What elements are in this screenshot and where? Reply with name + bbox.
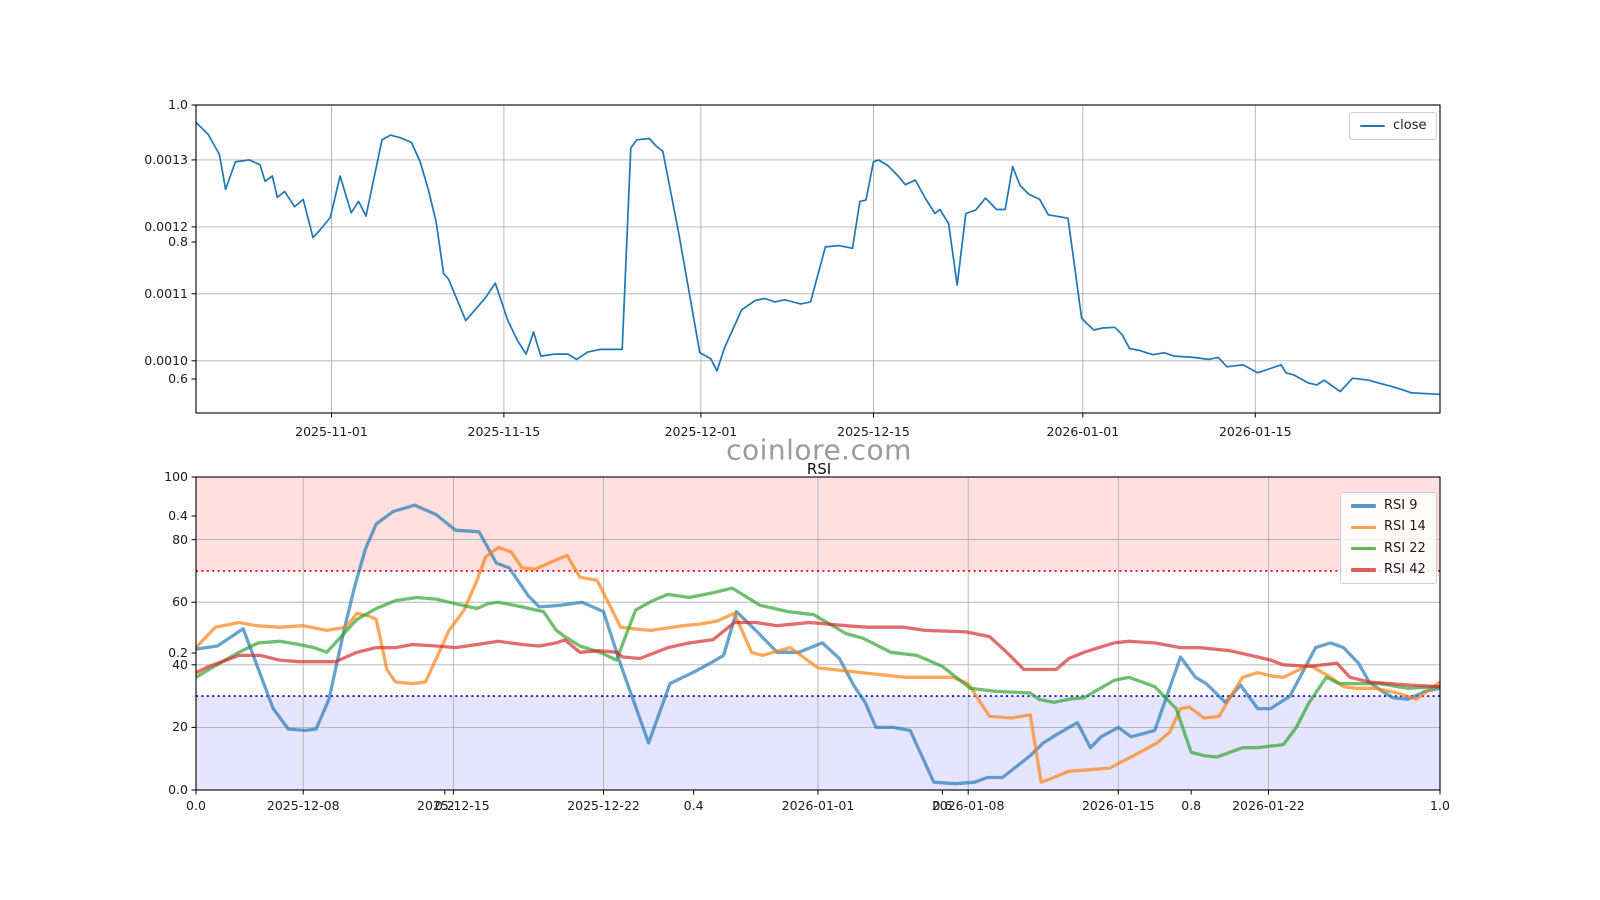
rsi-x-tick-label: 2026-01-15 <box>1081 797 1155 813</box>
legend-rsi-label-1: RSI 14 <box>1384 519 1426 535</box>
rsi-line-2 <box>195 586 1441 759</box>
overlay-y-tick-label: 0.0 <box>168 781 188 797</box>
overlay-x-tick-label: 0.0 <box>186 797 206 813</box>
price-x-tick-label: 2026-01-15 <box>1218 423 1292 439</box>
overlay-x-tick-label: 0.4 <box>683 797 704 813</box>
watermark: coinlore.com <box>726 433 912 467</box>
rsi-line-swatch-3 <box>1351 568 1376 572</box>
legend-rsi: RSI 9 RSI 14 RSI 22 RSI 42 <box>1340 492 1437 584</box>
overlay-y-tick-label: 1.0 <box>168 96 188 112</box>
overlay-x-tick-label: 0.8 <box>1181 797 1202 813</box>
price-y-tick-label: 0.0010 <box>144 352 188 368</box>
overlay-y-tick-label: 0.8 <box>168 233 188 249</box>
legend-rsi-label-3: RSI 42 <box>1384 561 1426 577</box>
legend-rsi-label-0: RSI 9 <box>1384 498 1418 513</box>
legend-rsi-row-3: RSI 42 <box>1351 562 1426 578</box>
overlay-x-tick-label: 1.0 <box>1430 797 1450 813</box>
rsi-x-tick-label: 2026-01-01 <box>781 797 855 813</box>
overlay-x-tick-label: 0.2 <box>434 797 455 813</box>
rsi-y-tick-label: 60 <box>172 593 188 609</box>
price-x-tick-label: 2026-01-01 <box>1046 423 1120 439</box>
price-x-tick-label: 2025-12-01 <box>664 423 738 439</box>
legend-close-label: close <box>1393 118 1427 133</box>
rsi-x-tick-label: 2026-01-22 <box>1232 797 1305 813</box>
rsi-line-1 <box>194 545 1441 784</box>
price-y-tick-label: 0.0011 <box>144 285 188 301</box>
close-line-swatch <box>1360 124 1385 128</box>
rsi-x-tick-label: 2025-12-22 <box>567 797 640 813</box>
legend-rsi-label-2: RSI 22 <box>1384 540 1426 556</box>
rsi-y-tick-label: 40 <box>172 656 188 672</box>
legend-rsi-row-0: RSI 9 <box>1351 498 1426 514</box>
rsi-x-tick-label: 2026-01-08 <box>931 797 1005 813</box>
rsi-line-swatch-1 <box>1351 525 1376 530</box>
rsi-y-tick-label: 20 <box>172 719 188 735</box>
rsi-chart-title: RSI <box>806 460 832 478</box>
overlay-y-tick-label: 0.4 <box>168 507 188 523</box>
rsi-axes-spine <box>195 476 1441 791</box>
rsi-x-tick-label: 2025-12-15 <box>417 797 490 813</box>
overlay-y-tick-label: 0.6 <box>168 370 188 386</box>
price-x-tick-label: 2025-12-15 <box>837 423 910 439</box>
close-line <box>195 121 1441 396</box>
overlay-y-tick-label: 0.2 <box>168 644 188 660</box>
rsi-y-tick-label: 100 <box>164 468 188 484</box>
rsi-x-tick-label: 2025-12-08 <box>266 797 340 813</box>
price-x-tick-label: 2025-11-01 <box>295 423 368 439</box>
legend-close-row: close <box>1360 118 1426 134</box>
price-x-tick-label: 2025-11-15 <box>467 423 541 439</box>
price-y-tick-label: 0.0012 <box>144 218 188 234</box>
overlay-x-tick-label: 0.6 <box>932 797 953 813</box>
legend-rsi-row-1: RSI 14 <box>1351 519 1426 535</box>
price-axes-spine <box>195 104 1441 414</box>
rsi-line-swatch-0 <box>1351 504 1376 508</box>
price-y-tick-label: 0.0013 <box>144 151 188 167</box>
legend-close: close <box>1349 112 1438 141</box>
rsi-line-swatch-2 <box>1351 546 1376 551</box>
rsi-line-3 <box>195 620 1441 689</box>
legend-rsi-row-2: RSI 22 <box>1351 541 1426 557</box>
rsi-y-tick-label: 80 <box>172 531 188 547</box>
